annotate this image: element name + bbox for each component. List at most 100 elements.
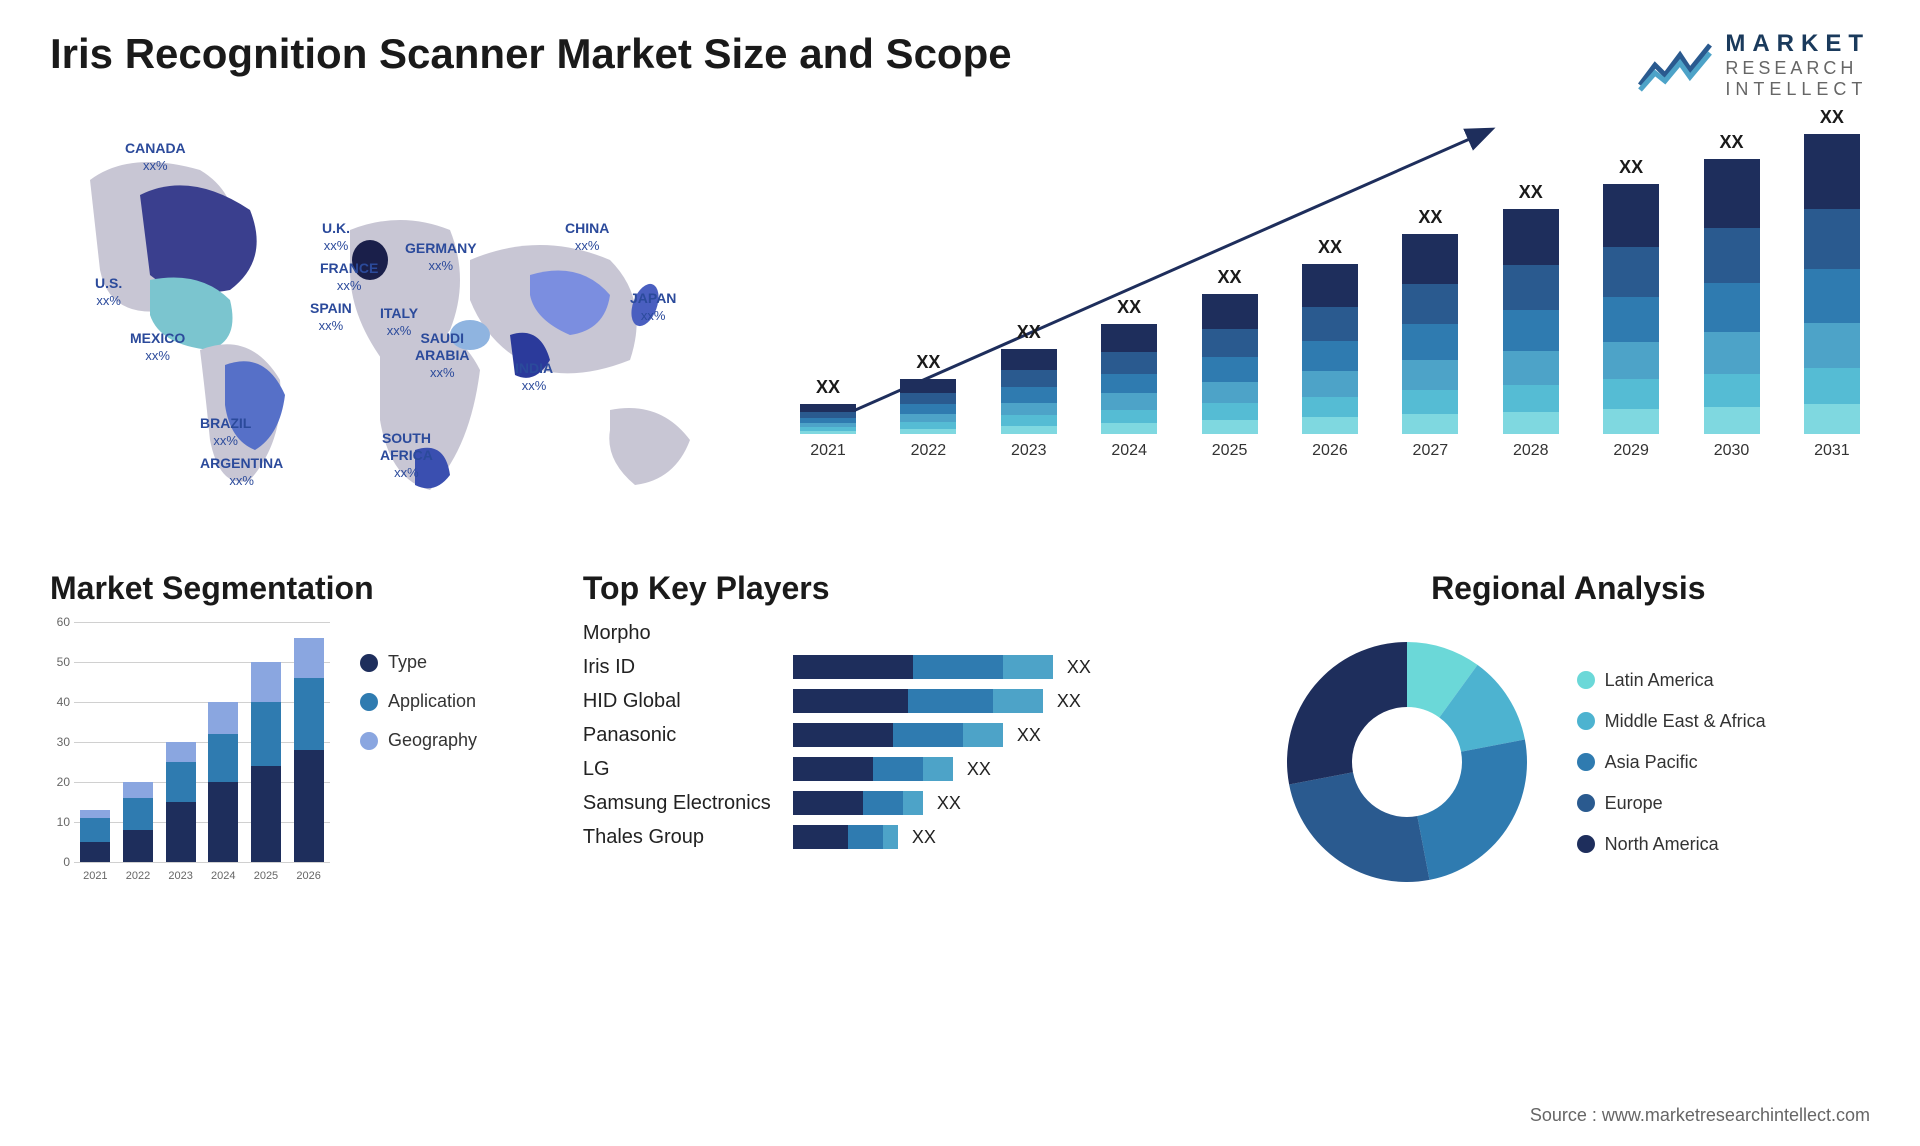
players-section: Top Key Players Morpho Iris ID XX HID Globa… <box>583 570 1237 902</box>
player-name: Panasonic <box>583 724 793 747</box>
regional-donut <box>1267 622 1547 902</box>
growth-year-label: 2026 <box>1312 442 1348 460</box>
map-label: FRANCExx% <box>320 260 378 294</box>
segmentation-bar <box>166 742 196 862</box>
legend-item: Application <box>360 691 477 712</box>
regional-section: Regional Analysis Latin America Middle Ea… <box>1267 570 1870 902</box>
player-bar <box>793 723 1003 747</box>
map-label: BRAZILxx% <box>200 415 251 449</box>
source-text: Source : www.marketresearchintellect.com <box>1530 1105 1870 1126</box>
growth-year-label: 2029 <box>1613 442 1649 460</box>
growth-bar: XX 2021 <box>800 377 856 460</box>
map-label: GERMANYxx% <box>405 240 477 274</box>
growth-year-label: 2028 <box>1513 442 1549 460</box>
player-value: XX <box>1067 657 1091 678</box>
growth-bar-value: XX <box>1318 237 1342 258</box>
legend-item: North America <box>1577 834 1766 855</box>
logo-line2: RESEARCH <box>1725 58 1870 79</box>
segmentation-year: 2022 <box>126 870 150 882</box>
growth-bar: XX 2029 <box>1603 157 1659 460</box>
player-row: Thales Group XX <box>583 825 1237 849</box>
players-title: Top Key Players <box>583 570 1237 607</box>
legend-item: Middle East & Africa <box>1577 711 1766 732</box>
growth-bar-value: XX <box>1820 107 1844 128</box>
player-value: XX <box>937 793 961 814</box>
player-name: Thales Group <box>583 826 793 849</box>
segmentation-chart: 0102030405060 202120222023202420252026 <box>50 622 330 882</box>
growth-chart: XX2021XX2022XX2023XX2024XX2025XX2026XX20… <box>790 120 1870 540</box>
growth-bar-value: XX <box>916 352 940 373</box>
donut-slice <box>1287 642 1407 784</box>
growth-bar: XX2022 <box>900 352 956 460</box>
player-name: Morpho <box>583 622 793 645</box>
growth-bar-value: XX <box>1218 267 1242 288</box>
player-bar <box>793 825 898 849</box>
player-name: Iris ID <box>583 656 793 679</box>
segmentation-title: Market Segmentation <box>50 570 553 607</box>
map-label: SOUTHAFRICAxx% <box>380 430 433 480</box>
growth-bar: XX 2030 <box>1704 132 1760 460</box>
segmentation-bar <box>123 782 153 862</box>
map-label: U.S.xx% <box>95 275 122 309</box>
growth-bar: XX 2028 <box>1503 182 1559 460</box>
growth-bar-value: XX <box>1117 297 1141 318</box>
player-value: XX <box>967 759 991 780</box>
map-label: MEXICOxx% <box>130 330 185 364</box>
logo-icon <box>1635 35 1715 95</box>
legend-item: Type <box>360 652 477 673</box>
growth-bar-value: XX <box>1519 182 1543 203</box>
map-label: U.K.xx% <box>322 220 350 254</box>
regional-title: Regional Analysis <box>1267 570 1870 607</box>
segmentation-legend: Type Application Geography <box>360 622 477 882</box>
donut-slice <box>1417 740 1527 880</box>
growth-year-label: 2021 <box>810 442 846 460</box>
growth-bar: XX 2023 <box>1001 322 1057 460</box>
logo-line3: INTELLECT <box>1725 79 1870 100</box>
map-label: ITALYxx% <box>380 305 418 339</box>
player-name: HID Global <box>583 690 793 713</box>
map-label: CHINAxx% <box>565 220 609 254</box>
segmentation-bar <box>208 702 238 862</box>
growth-year-label: 2024 <box>1111 442 1147 460</box>
donut-slice <box>1289 772 1429 882</box>
header: Iris Recognition Scanner Market Size and… <box>50 30 1870 100</box>
growth-bar: XX 2031 <box>1804 107 1860 460</box>
player-value: XX <box>1017 725 1041 746</box>
growth-bar-value: XX <box>1418 207 1442 228</box>
player-value: XX <box>912 827 936 848</box>
player-bar <box>793 791 923 815</box>
segmentation-year: 2021 <box>83 870 107 882</box>
growth-bar-value: XX <box>816 377 840 398</box>
logo: MARKET RESEARCH INTELLECT <box>1635 30 1870 100</box>
player-bar <box>793 689 1043 713</box>
player-row: Morpho <box>583 622 1237 645</box>
segmentation-year: 2026 <box>296 870 320 882</box>
player-row: Panasonic XX <box>583 723 1237 747</box>
legend-item: Europe <box>1577 793 1766 814</box>
legend-item: Geography <box>360 730 477 751</box>
player-bar <box>793 655 1053 679</box>
map-label: CANADAxx% <box>125 140 186 174</box>
regional-legend: Latin AmericaMiddle East & AfricaAsia Pa… <box>1577 670 1766 855</box>
map-label: JAPANxx% <box>630 290 676 324</box>
segmentation-year: 2023 <box>168 870 192 882</box>
growth-bar: XX2027 <box>1402 207 1458 460</box>
growth-year-label: 2025 <box>1212 442 1248 460</box>
player-row: LGXX <box>583 757 1237 781</box>
segmentation-bar <box>294 638 324 862</box>
growth-year-label: 2030 <box>1714 442 1750 460</box>
map-label: SAUDIARABIAxx% <box>415 330 469 380</box>
player-row: Samsung ElectronicsXX <box>583 791 1237 815</box>
player-row: Iris ID XX <box>583 655 1237 679</box>
growth-year-label: 2031 <box>1814 442 1850 460</box>
growth-bar-value: XX <box>1619 157 1643 178</box>
map-label: SPAINxx% <box>310 300 352 334</box>
growth-bar-value: XX <box>1017 322 1041 343</box>
growth-year-label: 2023 <box>1011 442 1047 460</box>
growth-bar: XX 2024 <box>1101 297 1157 460</box>
legend-item: Latin America <box>1577 670 1766 691</box>
segmentation-year: 2024 <box>211 870 235 882</box>
map-label: INDIAxx% <box>515 360 553 394</box>
growth-bar-value: XX <box>1720 132 1744 153</box>
segmentation-bar <box>251 662 281 862</box>
